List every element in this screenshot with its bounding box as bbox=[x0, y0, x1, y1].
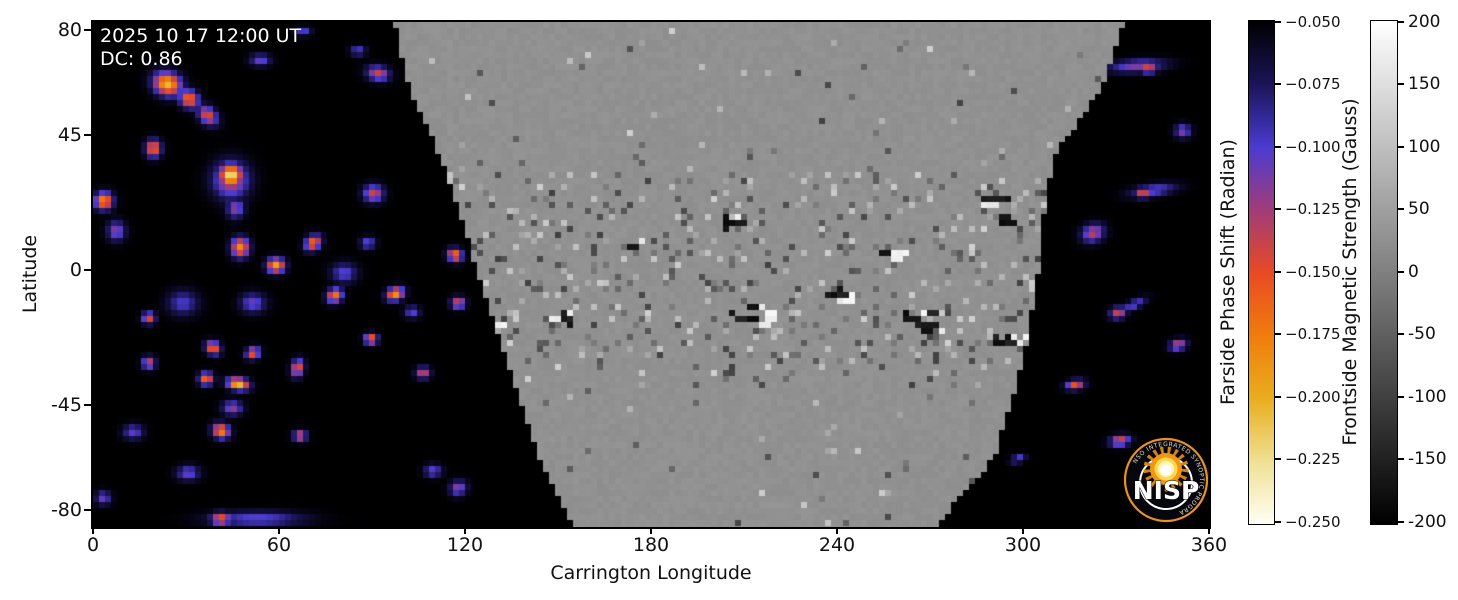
logo-outer-ring bbox=[1123, 437, 1209, 523]
colorbar-tick-label: −0.250 bbox=[1285, 512, 1341, 531]
colorbar-tick-label: -200 bbox=[1408, 511, 1447, 532]
colorbar-tick-mark bbox=[1274, 270, 1281, 273]
x-tick-label: 300 bbox=[1004, 534, 1042, 556]
farside-colorbar bbox=[1248, 20, 1275, 525]
x-tick-mark bbox=[1022, 527, 1024, 534]
colorbar-tick-label: -100 bbox=[1408, 386, 1447, 407]
colorbar-tick-mark bbox=[1274, 20, 1281, 23]
duty-cycle-text: DC: 0.86 bbox=[100, 48, 183, 70]
x-tick-label: 0 bbox=[86, 534, 100, 556]
colorbar-tick-label: −0.175 bbox=[1285, 325, 1341, 343]
solar-farside-frontside-map bbox=[93, 22, 1209, 527]
colorbar-tick-mark bbox=[1397, 520, 1404, 523]
x-tick-label: 360 bbox=[1190, 534, 1228, 556]
colorbar-tick-label: -50 bbox=[1408, 324, 1436, 344]
colorbar-tick-mark bbox=[1397, 270, 1404, 273]
colorbar-tick-mark bbox=[1274, 520, 1281, 523]
colorbar-tick-mark bbox=[1274, 83, 1281, 85]
colorbar-tick-mark bbox=[1397, 395, 1404, 398]
farside-colorbar-label: Farside Phase Shift (Radian) bbox=[1217, 139, 1239, 405]
colorbar-tick-mark bbox=[1274, 333, 1281, 335]
timestamp-text: 2025 10 17 12:00 UT bbox=[100, 25, 302, 47]
y-tick-mark bbox=[84, 29, 91, 31]
colorbar-tick-label: −0.075 bbox=[1285, 75, 1341, 93]
sun-icon bbox=[1143, 446, 1189, 492]
colorbar-tick-mark bbox=[1397, 145, 1404, 148]
x-tick-mark bbox=[92, 527, 94, 534]
colorbar-tick-mark bbox=[1274, 145, 1281, 148]
frontside-colorbar bbox=[1370, 20, 1398, 525]
y-tick-mark bbox=[84, 509, 91, 511]
x-axis-label: Carrington Longitude bbox=[550, 562, 752, 584]
y-tick-label: 80 bbox=[57, 19, 82, 41]
colorbar-tick-mark bbox=[1397, 208, 1404, 210]
colorbar-tick-label: -150 bbox=[1408, 449, 1447, 469]
x-tick-mark bbox=[836, 527, 838, 534]
colorbar-tick-label: 100 bbox=[1408, 136, 1441, 157]
colorbar-tick-mark bbox=[1397, 333, 1404, 335]
frontside-colorbar-label: Frontside Magnetic Strength (Gauss) bbox=[1339, 98, 1361, 446]
y-tick-label: 0 bbox=[69, 259, 82, 281]
y-tick-label: 45 bbox=[57, 124, 82, 146]
colorbar-tick-label: 200 bbox=[1408, 11, 1441, 32]
colorbar-tick-mark bbox=[1397, 458, 1404, 460]
y-axis-label: Latitude bbox=[19, 234, 41, 314]
map-timestamp-overlay: 2025 10 17 12:00 UT DC: 0.86 bbox=[100, 25, 301, 71]
colorbar-tick-mark bbox=[1397, 83, 1404, 85]
colorbar-tick-label: 50 bbox=[1408, 199, 1430, 219]
colorbar-tick-label: −0.200 bbox=[1285, 387, 1341, 406]
x-tick-label: 180 bbox=[632, 534, 670, 556]
x-tick-mark bbox=[278, 527, 280, 534]
colorbar-tick-label: −0.225 bbox=[1285, 450, 1341, 468]
colorbar-tick-mark bbox=[1397, 20, 1404, 23]
x-tick-label: 60 bbox=[266, 534, 292, 556]
colorbar-tick-label: −0.050 bbox=[1285, 12, 1341, 31]
y-tick-mark bbox=[84, 269, 91, 271]
colorbar-tick-label: 0 bbox=[1408, 261, 1419, 282]
colorbar-tick-label: −0.125 bbox=[1285, 200, 1341, 218]
y-tick-mark bbox=[84, 134, 91, 136]
x-tick-label: 240 bbox=[818, 534, 856, 556]
y-tick-label: -45 bbox=[50, 394, 82, 416]
colorbar-tick-mark bbox=[1274, 458, 1281, 460]
colorbar-tick-label: 150 bbox=[1408, 74, 1441, 94]
x-tick-mark bbox=[1208, 527, 1210, 534]
x-tick-mark bbox=[650, 527, 652, 534]
colorbar-tick-mark bbox=[1274, 208, 1281, 210]
x-tick-label: 120 bbox=[446, 534, 484, 556]
x-tick-mark bbox=[464, 527, 466, 534]
colorbar-tick-mark bbox=[1274, 395, 1281, 398]
colorbar-tick-label: −0.150 bbox=[1285, 262, 1341, 281]
y-tick-label: -80 bbox=[50, 499, 82, 521]
logo-wordmark: NISP bbox=[1133, 476, 1200, 505]
y-tick-mark bbox=[84, 404, 91, 406]
nisp-logo: NSO INTEGRATED SYNOPTIC PROGRAM NISP bbox=[1122, 436, 1209, 523]
colorbar-tick-label: −0.100 bbox=[1285, 137, 1341, 156]
